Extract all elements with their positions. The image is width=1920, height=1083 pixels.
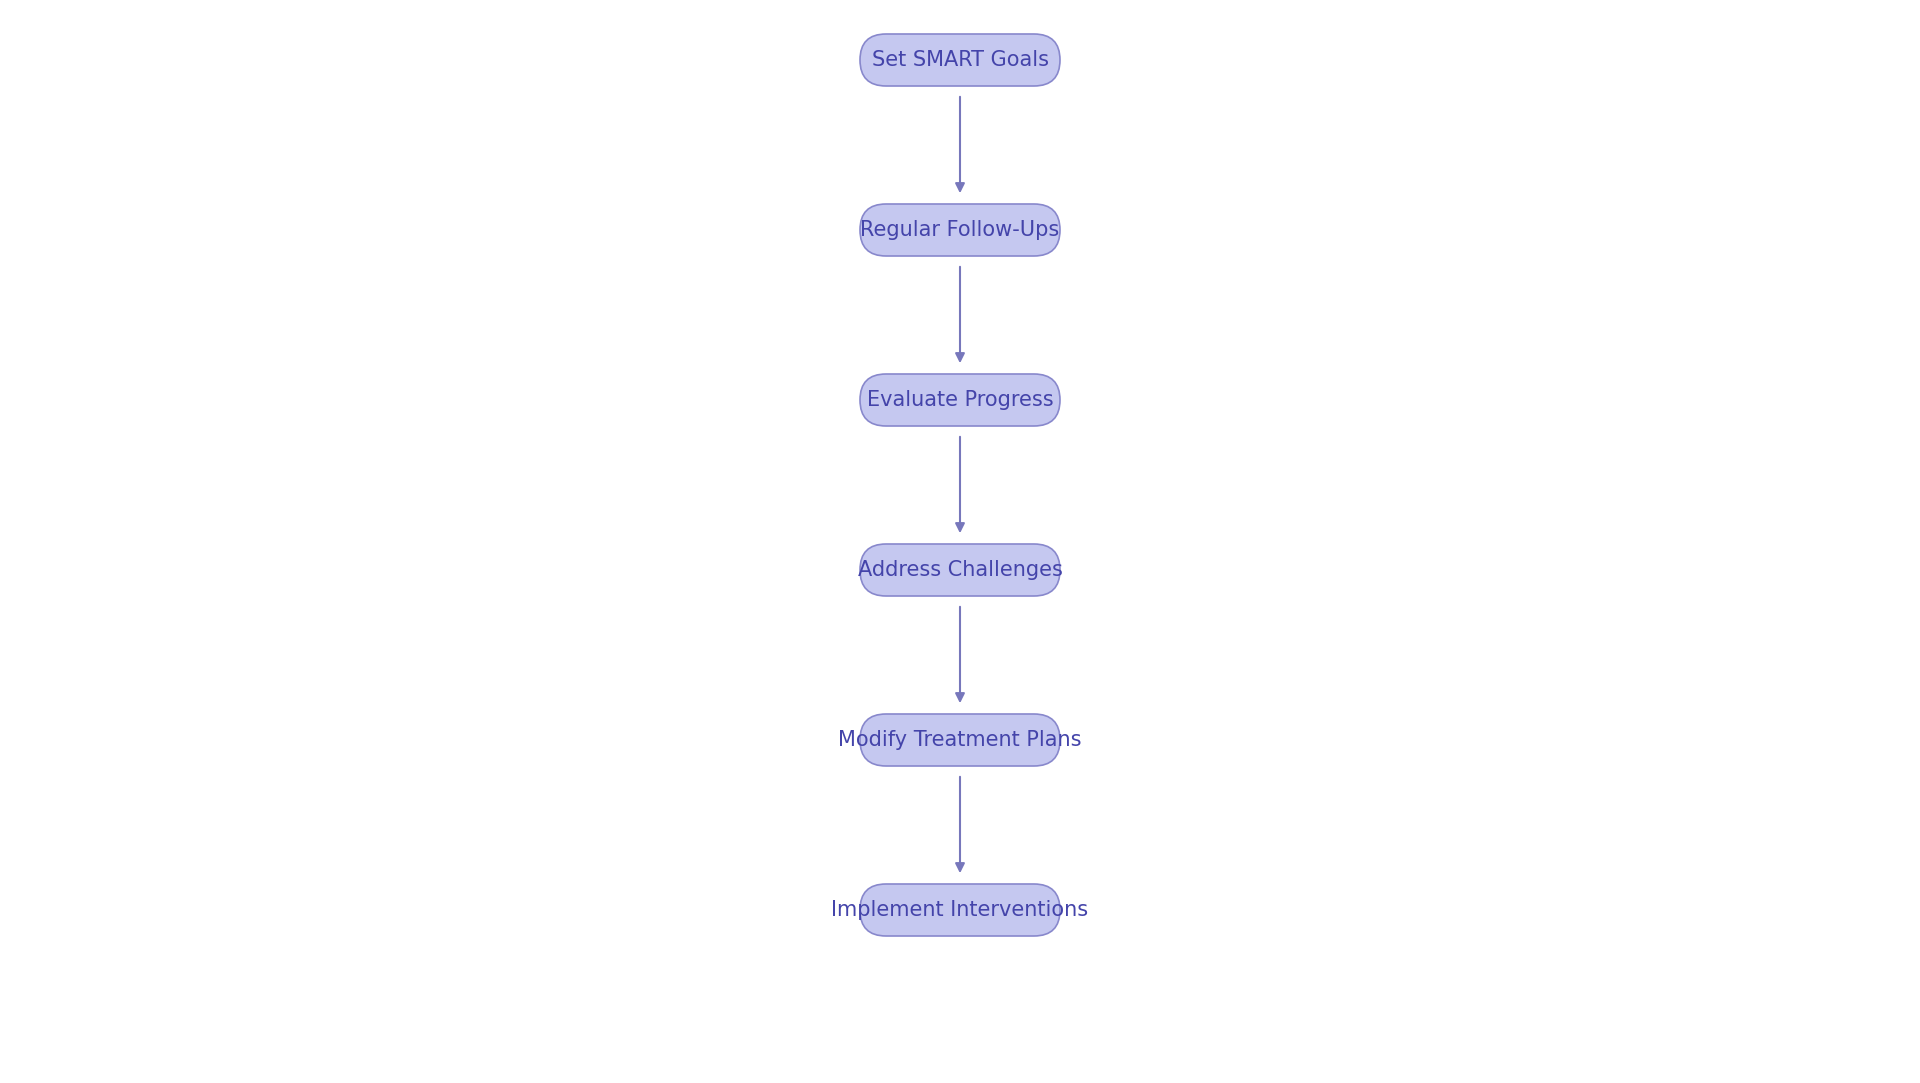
Text: Address Challenges: Address Challenges (858, 560, 1062, 580)
Text: Implement Interventions: Implement Interventions (831, 900, 1089, 919)
FancyBboxPatch shape (860, 544, 1060, 596)
Text: Regular Follow-Ups: Regular Follow-Ups (860, 220, 1060, 240)
Text: Set SMART Goals: Set SMART Goals (872, 50, 1048, 70)
FancyBboxPatch shape (860, 34, 1060, 86)
Text: Modify Treatment Plans: Modify Treatment Plans (839, 730, 1081, 751)
FancyBboxPatch shape (860, 884, 1060, 936)
FancyBboxPatch shape (860, 714, 1060, 766)
FancyBboxPatch shape (860, 204, 1060, 256)
Text: Evaluate Progress: Evaluate Progress (866, 390, 1054, 410)
FancyBboxPatch shape (860, 374, 1060, 426)
